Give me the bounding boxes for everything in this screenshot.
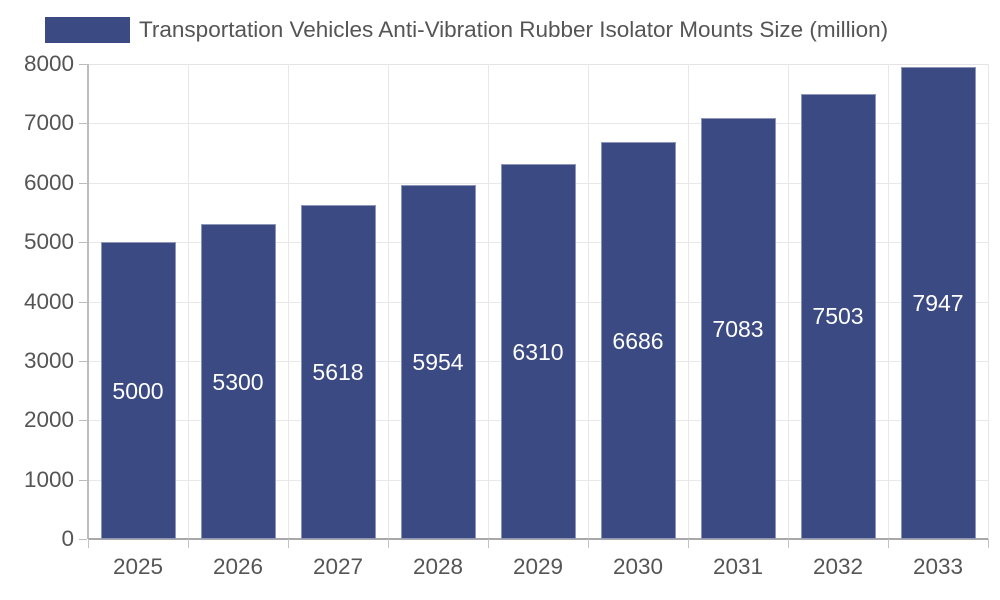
y-axis-tick-label: 0 [61, 526, 74, 551]
gridline-horizontal [88, 123, 988, 125]
bar[interactable] [800, 93, 876, 539]
x-axis-tick-mark [988, 539, 989, 548]
legend-label: Transportation Vehicles Anti-Vibration R… [139, 16, 889, 42]
gridline-vertical [688, 64, 689, 539]
x-axis-tick-label: 2032 [812, 554, 864, 579]
x-axis-tick-label: 2031 [712, 554, 764, 579]
bar[interactable] [100, 242, 176, 539]
x-axis-tick-label: 2026 [212, 554, 264, 579]
bar[interactable] [300, 205, 376, 539]
legend-color-swatch [45, 17, 130, 43]
bar-value-label: 5300 [212, 368, 264, 395]
bar[interactable] [400, 185, 476, 539]
gridline-vertical [288, 64, 289, 539]
bar-value-label: 6310 [512, 338, 564, 365]
y-axis-tick-mark [79, 64, 87, 65]
bar-value-label: 7083 [712, 315, 764, 342]
gridline-vertical [188, 64, 189, 539]
y-axis-tick-label: 1000 [23, 466, 74, 492]
bar-value-label: 5618 [312, 359, 364, 386]
y-axis-tick-mark [79, 123, 87, 125]
y-axis-tick-label: 7000 [23, 110, 74, 136]
x-axis-tick-mark [888, 539, 889, 548]
x-axis-tick-label: 2029 [512, 554, 564, 579]
x-axis-tick-mark [188, 539, 189, 548]
y-axis-tick-mark [79, 182, 87, 184]
gridline-vertical [788, 64, 789, 539]
bar[interactable] [600, 142, 676, 539]
bar[interactable] [700, 118, 776, 539]
y-axis-tick-mark [79, 420, 87, 422]
x-axis-tick-mark [788, 539, 789, 548]
x-axis-tick-mark [488, 539, 489, 548]
x-axis-tick-mark [288, 539, 289, 548]
x-axis-tick-mark [588, 539, 589, 548]
bar[interactable] [500, 164, 576, 539]
bar-value-label: 7947 [912, 290, 964, 317]
y-axis-tick-label: 4000 [23, 288, 74, 314]
y-axis-tick-mark [79, 539, 87, 540]
gridline-vertical [888, 64, 889, 539]
gridline-vertical [488, 64, 489, 539]
bar[interactable] [200, 224, 276, 539]
x-axis-tick-label: 2025 [112, 554, 164, 579]
y-axis-tick-label: 8000 [23, 51, 74, 76]
bar[interactable] [900, 67, 976, 539]
x-axis-tick-label: 2030 [612, 554, 664, 579]
bar-value-label: 7503 [812, 303, 864, 330]
bar-value-label: 5000 [112, 377, 164, 404]
x-axis-line [88, 538, 988, 540]
y-axis-line [87, 64, 89, 539]
x-axis-tick-mark [88, 539, 89, 548]
gridline-vertical [388, 64, 389, 539]
y-axis-tick-label: 5000 [23, 229, 74, 255]
chart-legend: Transportation Vehicles Anti-Vibration R… [45, 14, 888, 46]
y-axis-tick-label: 2000 [23, 407, 74, 433]
y-axis-tick-label: 6000 [23, 169, 74, 195]
x-axis-tick-label: 2028 [412, 554, 464, 579]
x-axis-tick-label: 2033 [912, 554, 964, 579]
y-axis-tick-label: 3000 [23, 347, 74, 373]
x-axis-tick-mark [388, 539, 389, 548]
x-axis-tick-mark [688, 539, 689, 548]
bar-value-label: 6686 [612, 327, 664, 354]
y-axis-tick-mark [79, 360, 87, 362]
gridline-horizontal [88, 64, 988, 65]
bar-value-label: 5954 [412, 349, 464, 376]
x-axis-tick-label: 2027 [312, 554, 364, 579]
gridline-vertical [988, 64, 989, 539]
y-axis-tick-mark [79, 242, 87, 244]
y-axis-tick-mark [79, 479, 87, 481]
gridline-vertical [588, 64, 589, 539]
y-axis-tick-mark [79, 301, 87, 303]
